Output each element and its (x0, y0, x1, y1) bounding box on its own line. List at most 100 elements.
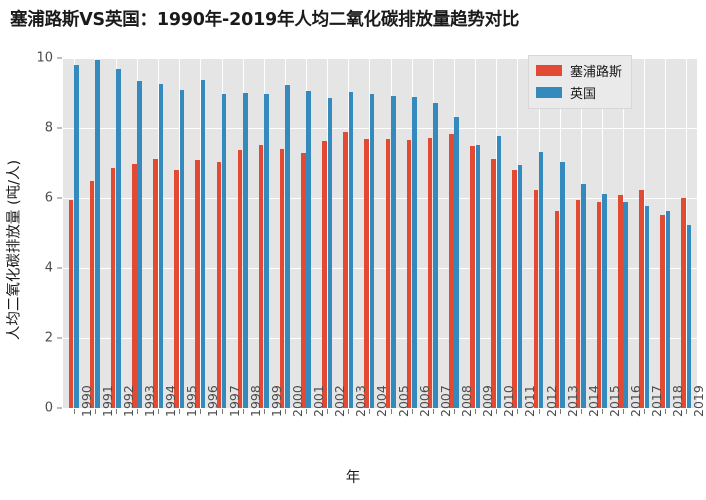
x-axis-label: 年 (345, 470, 361, 486)
x-tick-label-1995: 1995 (184, 385, 200, 417)
bar (618, 195, 623, 408)
y-tick-label: 10 (36, 50, 53, 66)
bar (596, 202, 602, 408)
x-tick-mark (432, 409, 434, 414)
bar (179, 90, 185, 408)
x-tick-label-2008: 2008 (458, 385, 474, 417)
y-tick-mark (57, 197, 62, 199)
legend-item-cyprus[interactable]: 塞浦路斯 (536, 61, 622, 80)
gridline-horizontal (63, 408, 697, 409)
bar (686, 225, 692, 408)
gridline-horizontal (63, 338, 697, 339)
bar (348, 92, 354, 408)
bar (237, 149, 243, 408)
x-tick-label-2014: 2014 (585, 385, 601, 417)
bar (279, 149, 285, 408)
x-tick-label-2013: 2013 (564, 385, 580, 417)
bar (623, 201, 629, 408)
bar (681, 198, 687, 408)
x-tick-label-2009: 2009 (480, 385, 496, 417)
bar (385, 138, 391, 408)
page-title: 塞浦路斯VS英国：1990年-2019年人均二氧化碳排放量趋势对比 (10, 10, 520, 30)
y-tick-mark (57, 57, 62, 59)
bar (433, 102, 438, 408)
x-tick-mark (644, 409, 646, 414)
bar (116, 69, 121, 408)
x-tick-label-2018: 2018 (670, 385, 686, 417)
x-tick-label-2012: 2012 (543, 385, 559, 417)
bar (110, 168, 116, 408)
x-tick-mark (538, 409, 540, 414)
x-tick-mark (200, 409, 202, 414)
x-tick-label-2010: 2010 (501, 385, 517, 417)
bar (243, 93, 248, 408)
y-axis-label: 人均二氧化碳排放量 (吨/人) (6, 159, 23, 341)
legend-swatch-cyprus (536, 65, 562, 76)
x-tick-mark (242, 409, 244, 414)
x-tick-label-1993: 1993 (141, 385, 157, 417)
x-tick-mark (179, 409, 181, 414)
bar (533, 190, 539, 408)
x-tick-mark (369, 409, 371, 414)
bar (200, 79, 206, 408)
legend: 塞浦路斯 英国 (528, 55, 633, 109)
x-tick-label-1996: 1996 (205, 385, 221, 417)
bar (491, 158, 496, 408)
x-tick-mark (390, 409, 392, 414)
x-tick-label-2006: 2006 (416, 385, 432, 417)
x-tick-label-2004: 2004 (374, 385, 390, 417)
legend-item-uk[interactable]: 英国 (536, 83, 622, 102)
gridline-horizontal (63, 128, 697, 129)
y-tick-label: 8 (44, 120, 53, 136)
y-tick-mark (57, 337, 62, 339)
x-tick-label-2001: 2001 (311, 385, 327, 417)
x-tick-mark (453, 409, 455, 414)
bar (538, 151, 544, 408)
bar (68, 199, 74, 408)
y-tick-mark (57, 267, 62, 269)
bar (390, 95, 396, 408)
x-tick-mark (158, 409, 160, 414)
bar (470, 146, 475, 408)
x-tick-label-1998: 1998 (247, 385, 263, 417)
x-tick-label-2017: 2017 (649, 385, 665, 417)
bar (131, 163, 137, 408)
bar (89, 180, 95, 408)
x-tick-mark (559, 409, 561, 414)
x-tick-label-2002: 2002 (332, 385, 348, 417)
bar (343, 132, 348, 408)
x-tick-mark (73, 409, 75, 414)
y-tick-mark (57, 127, 62, 129)
x-tick-mark (284, 409, 286, 414)
gridline-horizontal (63, 198, 697, 199)
x-tick-mark (623, 409, 625, 414)
x-tick-label-2015: 2015 (606, 385, 622, 417)
x-tick-label-1999: 1999 (268, 385, 284, 417)
bar (496, 135, 502, 408)
x-tick-mark (348, 409, 350, 414)
bar (327, 98, 333, 408)
x-tick-mark (601, 409, 603, 414)
x-tick-mark (475, 409, 477, 414)
y-tick-label: 2 (44, 330, 53, 346)
x-tick-label-1990: 1990 (78, 385, 94, 417)
bar (158, 84, 164, 408)
y-axis-spine (62, 58, 63, 408)
bar (560, 162, 565, 408)
y-tick-label: 4 (44, 260, 53, 276)
bar (216, 162, 222, 408)
x-tick-mark (115, 409, 117, 414)
y-tick-label: 6 (44, 190, 53, 206)
bar (475, 144, 481, 408)
bar (137, 80, 142, 408)
bar (454, 116, 459, 408)
x-tick-label-1992: 1992 (120, 385, 136, 417)
legend-swatch-uk (536, 87, 562, 98)
x-tick-label-1991: 1991 (99, 385, 115, 417)
gridline-horizontal (63, 268, 697, 269)
x-tick-mark (94, 409, 96, 414)
bar (639, 190, 644, 408)
x-tick-mark (517, 409, 519, 414)
legend-label-cyprus: 塞浦路斯 (570, 65, 623, 80)
